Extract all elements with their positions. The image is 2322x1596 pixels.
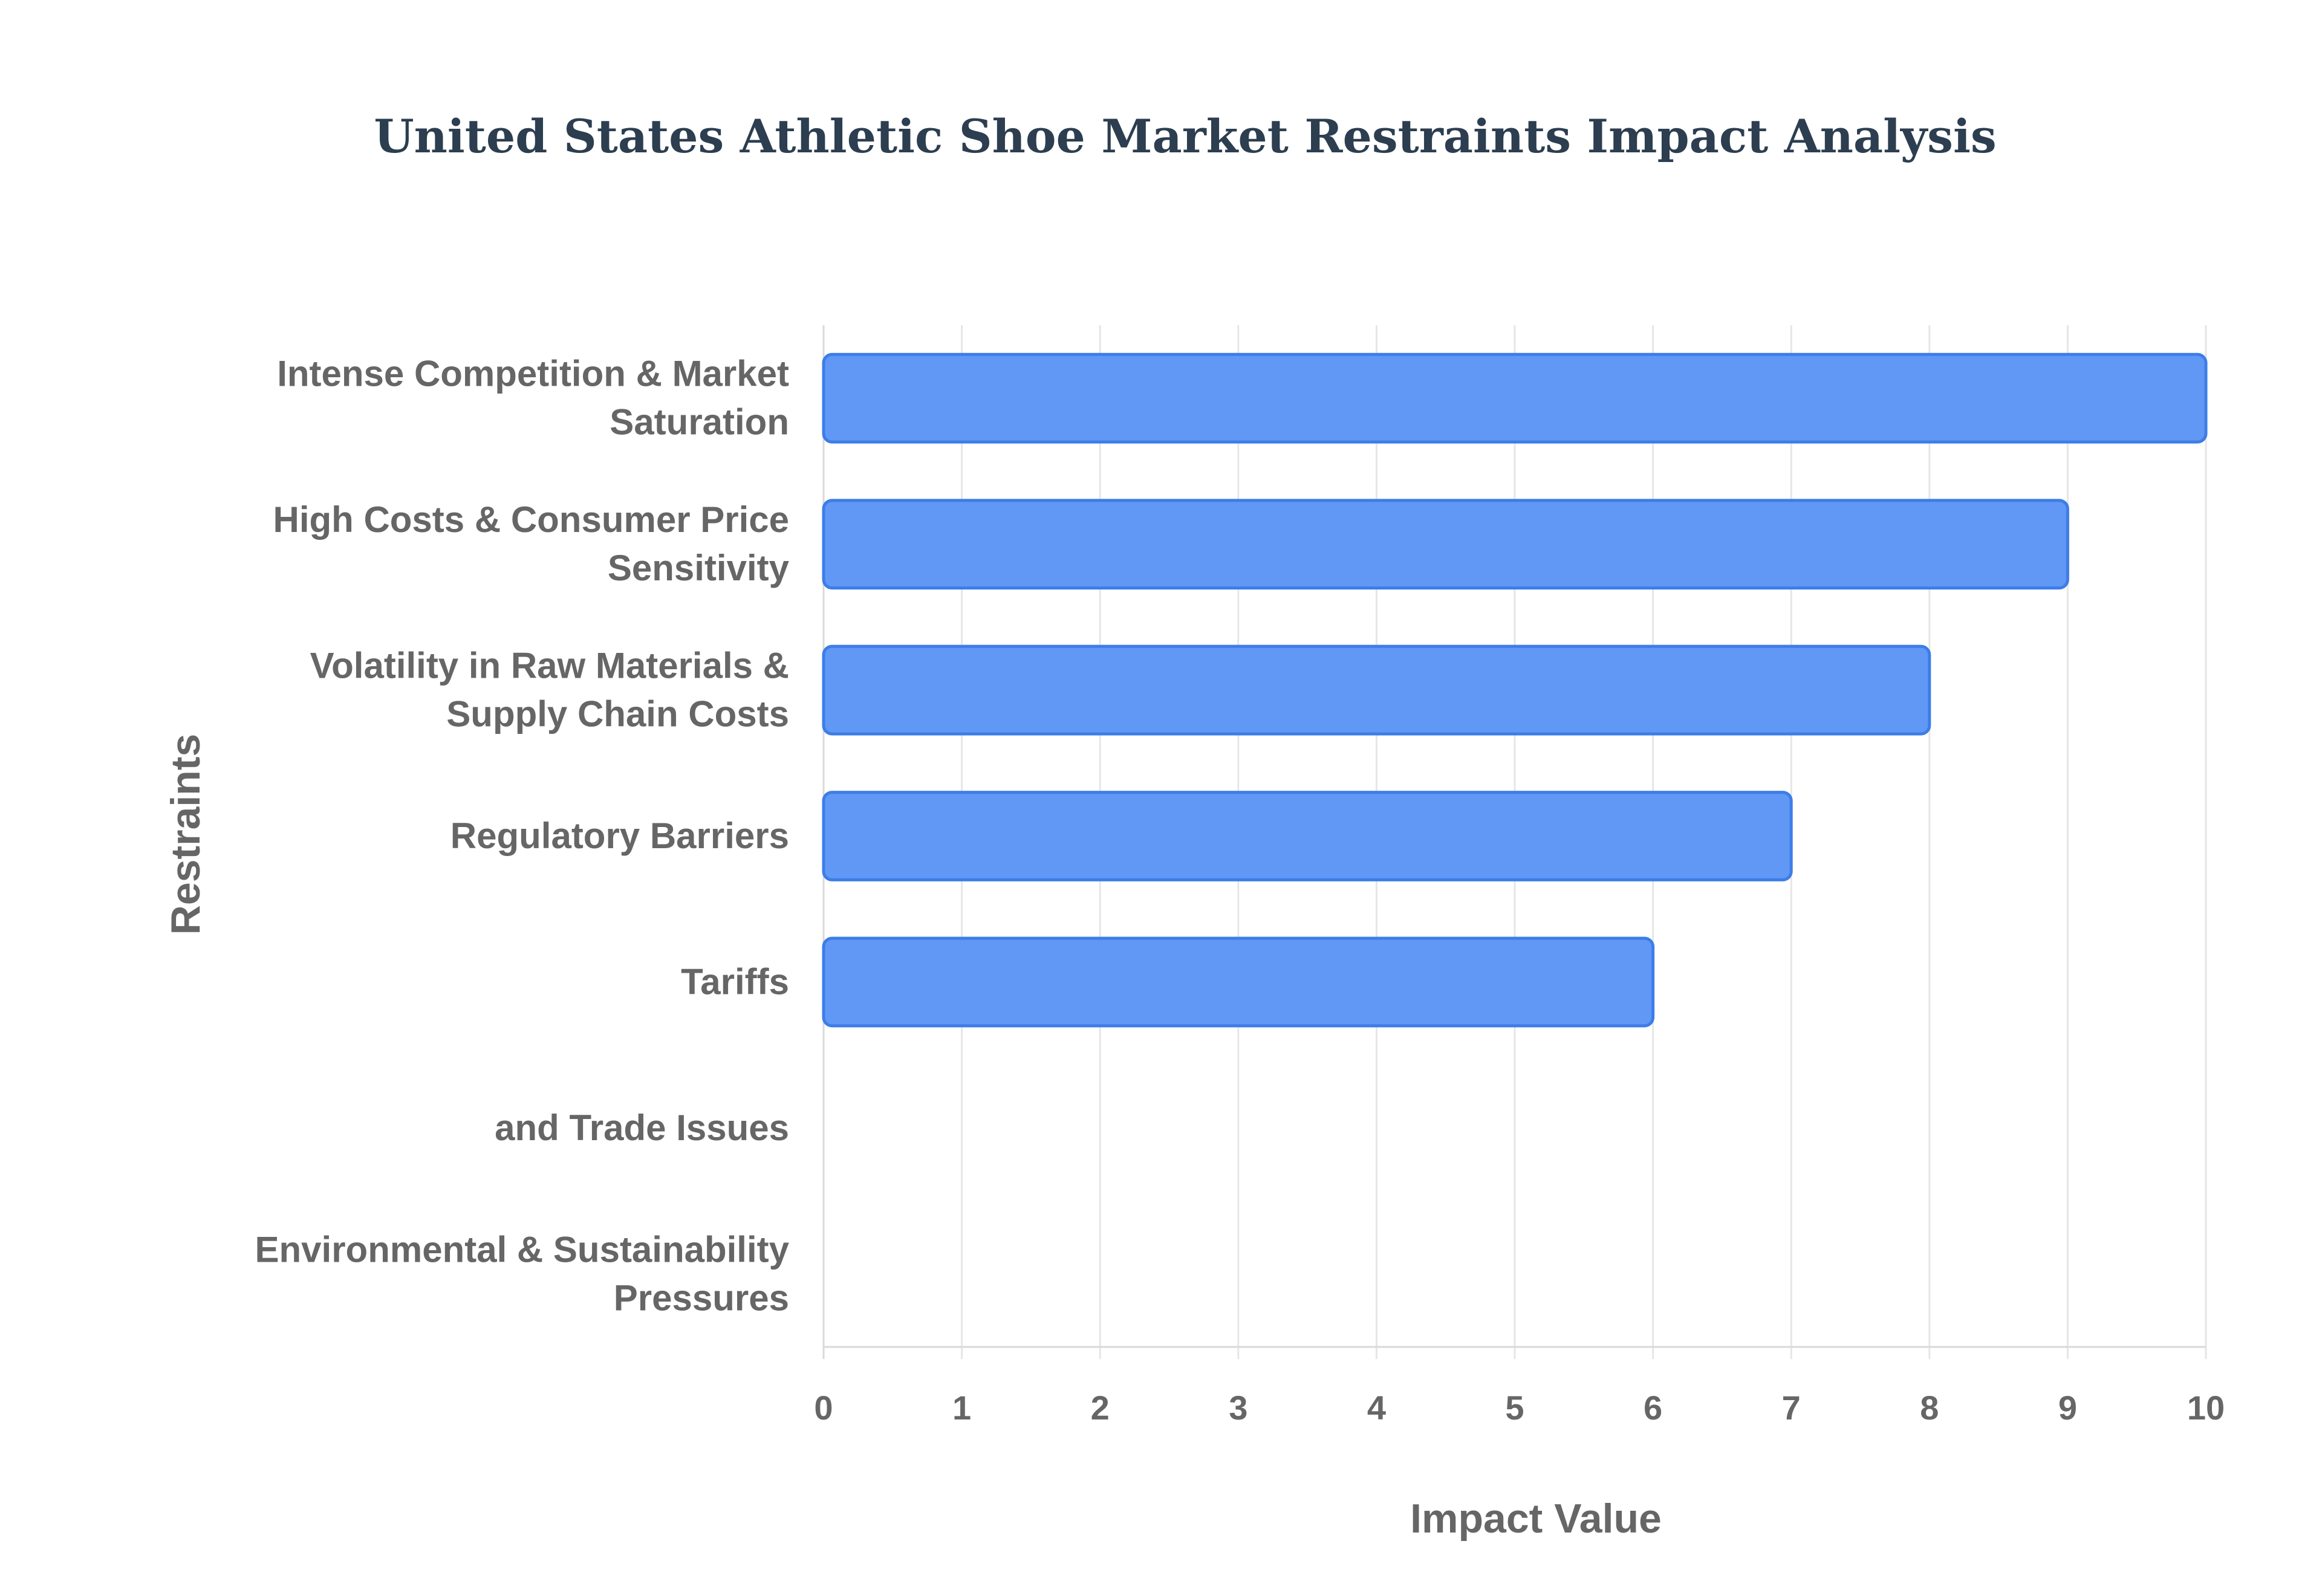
category-labels: Intense Competition & Market Saturation Hi…: [255, 354, 789, 1319]
category-label: Environmental & Sustainability Pressures: [255, 1229, 789, 1318]
bar: [822, 936, 1655, 1028]
x-tick-label: 10: [2187, 1389, 2225, 1427]
bar: [822, 644, 1931, 736]
category-label: Regulatory Barriers: [450, 816, 789, 856]
x-axis-title: Impact Value: [1410, 1496, 1662, 1542]
x-tick-label: 7: [1782, 1389, 1801, 1427]
x-tick-label: 4: [1367, 1389, 1386, 1427]
chart-title: United States Athletic Shoe Market Restr…: [374, 109, 1996, 163]
category-label: High Costs & Consumer Price Sensitivity: [273, 499, 789, 588]
x-tick-label: 9: [2058, 1389, 2077, 1427]
x-tick-label: 8: [1920, 1389, 1939, 1427]
x-tick-label: 0: [814, 1389, 833, 1427]
category-label: and Trade Issues: [495, 1108, 789, 1148]
category-label: Tariffs: [681, 961, 789, 1002]
x-tick-label: 5: [1505, 1389, 1524, 1427]
x-tick-label: 3: [1229, 1389, 1247, 1427]
bar: [822, 499, 2069, 590]
x-tick-label: 1: [952, 1389, 971, 1427]
x-tick-label: 2: [1091, 1389, 1110, 1427]
bar: [822, 352, 2208, 444]
y-axis-title: Restraints: [163, 734, 209, 935]
bar: [822, 791, 1793, 881]
category-label: Intense Competition & Market Saturation: [277, 354, 789, 443]
category-label: Volatility in Raw Materials & Supply Chai…: [310, 646, 789, 735]
x-tick-labels: 0 1 2 3 4 5 6 7 8 9 10: [814, 1389, 2225, 1427]
bars: [822, 352, 2208, 1028]
x-tick-label: 6: [1644, 1389, 1662, 1427]
